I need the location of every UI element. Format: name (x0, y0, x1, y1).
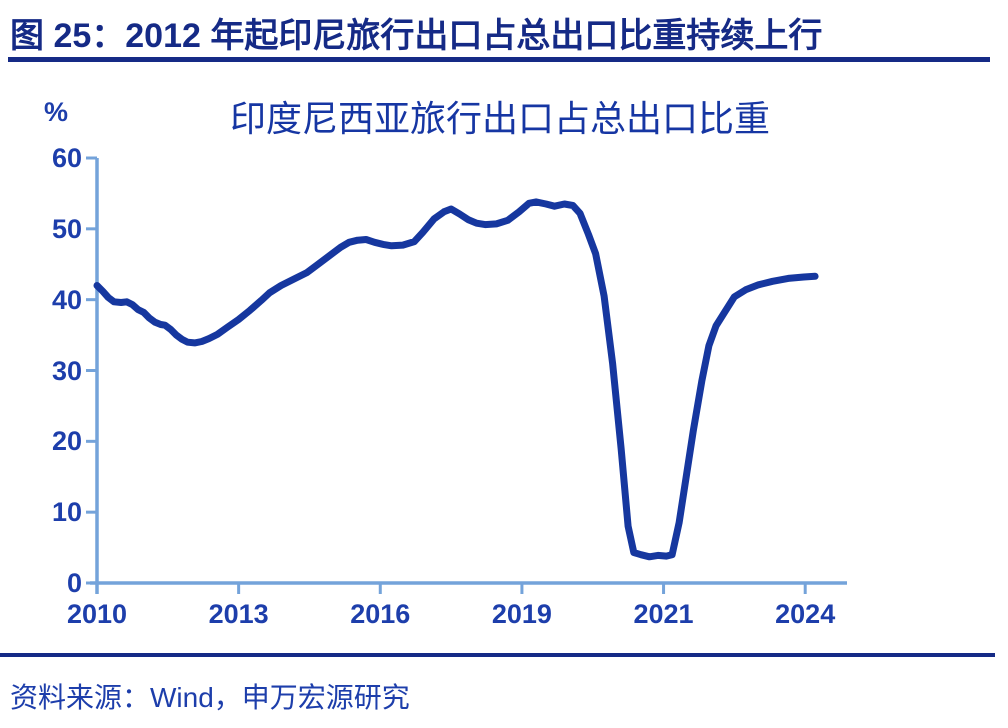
x-tick-label-2016: 2016 (350, 599, 411, 629)
x-tick-label-2021: 2021 (633, 599, 694, 629)
y-tick-label-50: 50 (51, 213, 82, 244)
x-tick-label-2024: 2024 (775, 599, 836, 629)
y-tick-label-10: 10 (51, 497, 82, 528)
y-tick-label-0: 0 (66, 568, 82, 598)
y-tick-label-20: 20 (51, 426, 82, 457)
x-tick-label-2013: 2013 (208, 599, 269, 629)
y-tick-label-30: 30 (51, 355, 82, 386)
y-tick-label-60: 60 (51, 143, 82, 173)
x-tick-label-2010: 2010 (66, 599, 128, 629)
source-divider (0, 653, 995, 657)
y-tick-label-40: 40 (51, 284, 82, 315)
chart-title: 印度尼西亚旅行出口占总出口比重 (229, 98, 770, 139)
axes (86, 156, 847, 594)
figure-caption: 图 25：2012 年起印尼旅行出口占总出口比重持续上行 (10, 17, 823, 55)
caption-underline-divider (8, 57, 990, 62)
x-tick-label-2019: 2019 (491, 599, 552, 629)
travel-exports-share-line (93, 198, 819, 561)
y-axis-unit-label: % (44, 97, 69, 127)
source-note: 资料来源：Wind，申万宏源研究 (10, 682, 410, 713)
